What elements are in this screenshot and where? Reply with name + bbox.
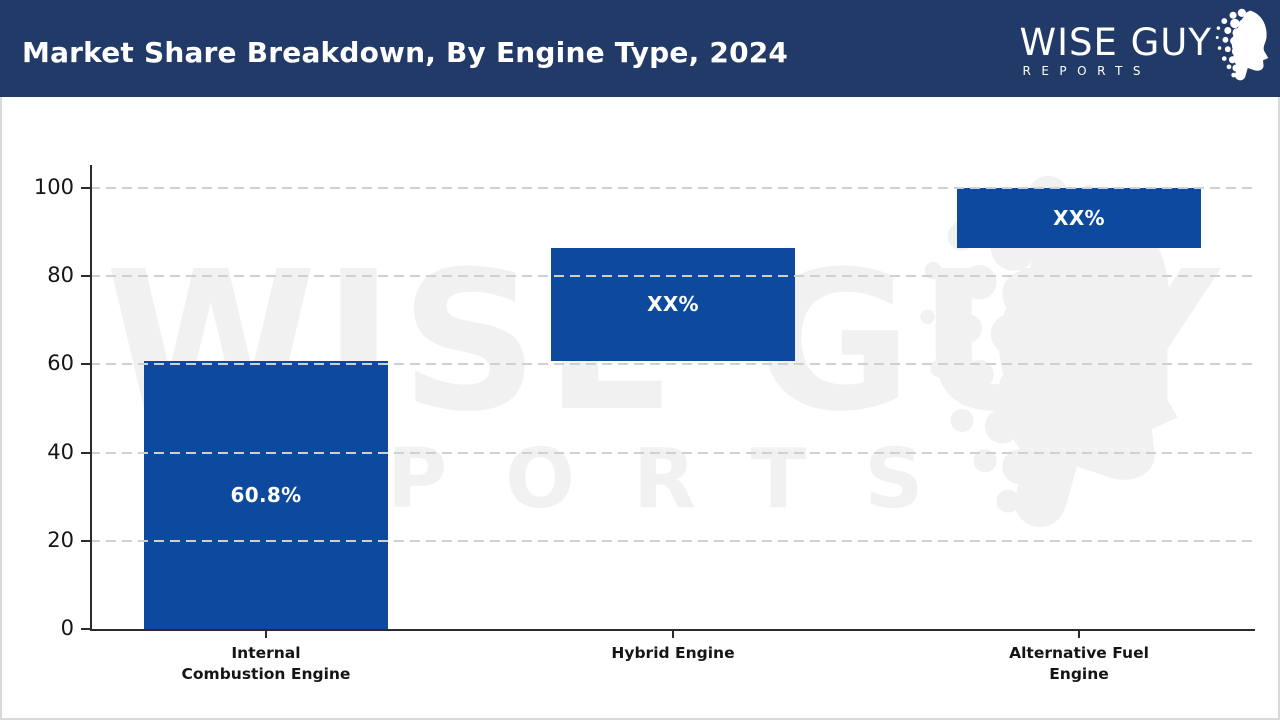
x-tick-label: Internal Combustion Engine [181, 644, 351, 683]
page-title: Market Share Breakdown, By Engine Type, … [22, 36, 789, 69]
y-tick-label: 100 [33, 175, 74, 199]
brand-logo-text: WISE GUY REPORTS [1020, 24, 1212, 77]
brand-logo: WISE GUY REPORTS [1020, 7, 1272, 95]
dotted-head-profile-icon [1215, 8, 1269, 80]
y-tick-label: 20 [47, 527, 74, 552]
gridline [90, 275, 1255, 278]
y-tick [81, 275, 90, 278]
x-tick [265, 629, 267, 638]
y-tick [81, 363, 90, 366]
gridline [90, 187, 1255, 189]
x-tick [1078, 629, 1080, 638]
y-tick-label: 0 [60, 616, 74, 640]
gridline [90, 363, 1255, 366]
bar: 60.8% [144, 360, 388, 629]
x-tick-label: Alternative Fuel Engine [1009, 644, 1149, 683]
y-tick [81, 451, 90, 454]
logo-subtext: REPORTS [1022, 64, 1152, 78]
gridline [90, 539, 1255, 542]
bar-value-label: 60.8% [230, 482, 302, 507]
header: Market Share Breakdown, By Engine Type, … [0, 0, 1280, 97]
bar: XX% [551, 247, 795, 361]
gridline [90, 451, 1255, 454]
logo-wordmark: WISE GUY [1019, 21, 1212, 64]
x-tick-label: Hybrid Engine [611, 644, 735, 662]
bar-value-label: XX% [647, 292, 699, 317]
y-tick-label: 60 [47, 351, 74, 376]
x-axis-line [90, 629, 1255, 631]
y-tick [81, 539, 90, 542]
y-axis-line [90, 165, 92, 631]
y-tick [81, 628, 90, 630]
y-tick [81, 187, 90, 189]
bar-value-label: XX% [1053, 205, 1105, 230]
bar: XX% [957, 188, 1201, 248]
y-tick-label: 80 [47, 263, 74, 288]
x-tick [672, 629, 674, 638]
y-tick-label: 40 [47, 439, 74, 464]
